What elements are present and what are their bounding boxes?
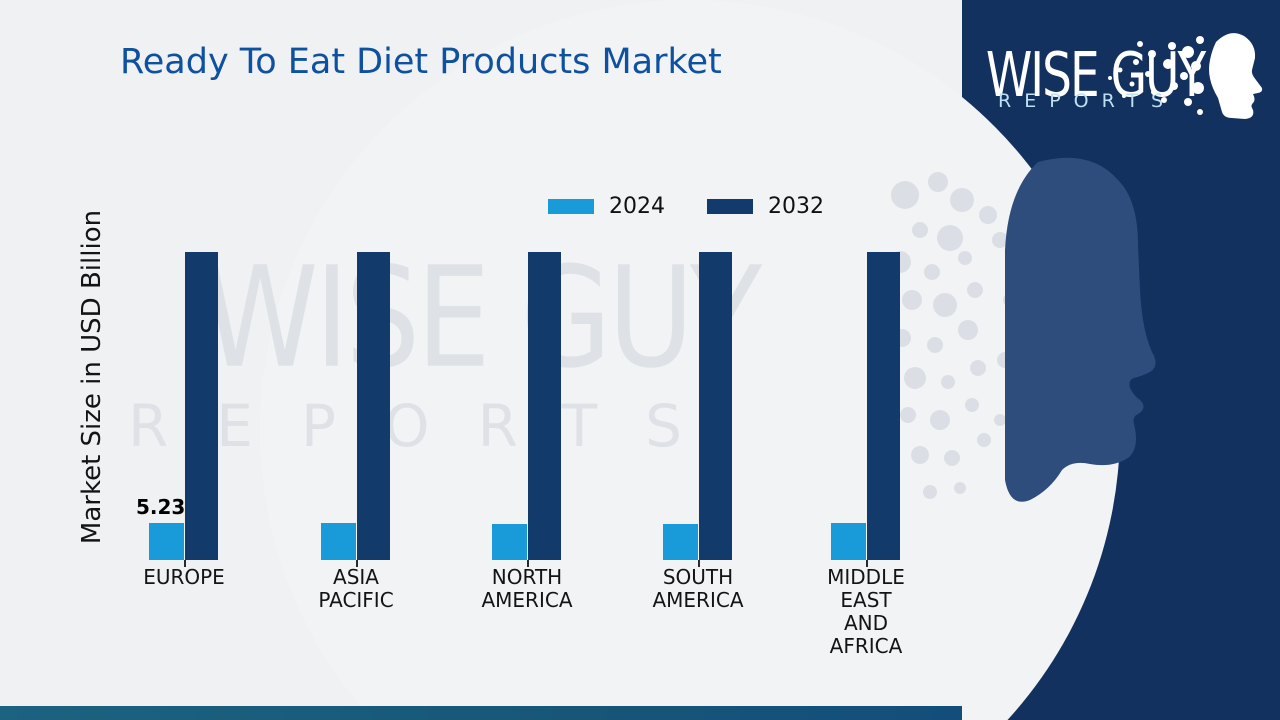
- category-label-asia-pacific: ASIA PACIFIC: [318, 565, 394, 612]
- axis-tick-asia-pacific: [356, 560, 358, 567]
- axis-tick-middle-east-and-africa: [866, 560, 868, 567]
- watermark-wordmark: WISE GUY: [201, 236, 762, 399]
- background-circle: [260, 0, 1120, 720]
- bar-2024-south-america: [663, 524, 698, 560]
- bottom-strip: [0, 706, 962, 720]
- brand-sub: REPORTS: [998, 90, 1177, 112]
- legend-label: 2024: [609, 194, 665, 219]
- legend-label: 2032: [768, 194, 824, 219]
- legend-item-2032: 2032: [707, 194, 824, 219]
- axis-tick-south-america: [698, 560, 700, 567]
- category-label-europe: EUROPE: [143, 565, 225, 589]
- bar-2032-north-america: [528, 252, 561, 560]
- watermark-face-silhouette: [1005, 157, 1156, 502]
- bar-2024-asia-pacific: [321, 523, 356, 560]
- legend-swatch-2024: [548, 199, 594, 214]
- legend: 2024 2032: [548, 194, 824, 219]
- bar-2024-middle-east-and-africa: [831, 523, 866, 560]
- category-label-north-america: NORTH AMERICA: [481, 565, 573, 612]
- legend-swatch-2032: [707, 199, 753, 214]
- page-title: Ready To Eat Diet Products Market: [120, 42, 722, 82]
- category-label-middle-east-and-africa: MIDDLE EAST AND AFRICA: [827, 565, 905, 658]
- bar-2024-north-america: [492, 524, 527, 560]
- axis-tick-north-america: [527, 560, 529, 567]
- category-label-south-america: SOUTH AMERICA: [652, 565, 744, 612]
- bar-2032-south-america: [699, 252, 732, 560]
- bar-2032-europe: [185, 252, 218, 560]
- bar-2032-middle-east-and-africa: [867, 252, 900, 560]
- watermark-sub: REPORTS: [128, 392, 730, 460]
- brand-wordmark: WISE GUY: [985, 40, 1206, 112]
- axis-tick-europe: [184, 560, 186, 567]
- europe-2024-value-label: 5.23: [136, 495, 186, 519]
- bar-2024-europe: [149, 523, 184, 560]
- legend-item-2024: 2024: [548, 194, 665, 219]
- bar-2032-asia-pacific: [357, 252, 390, 560]
